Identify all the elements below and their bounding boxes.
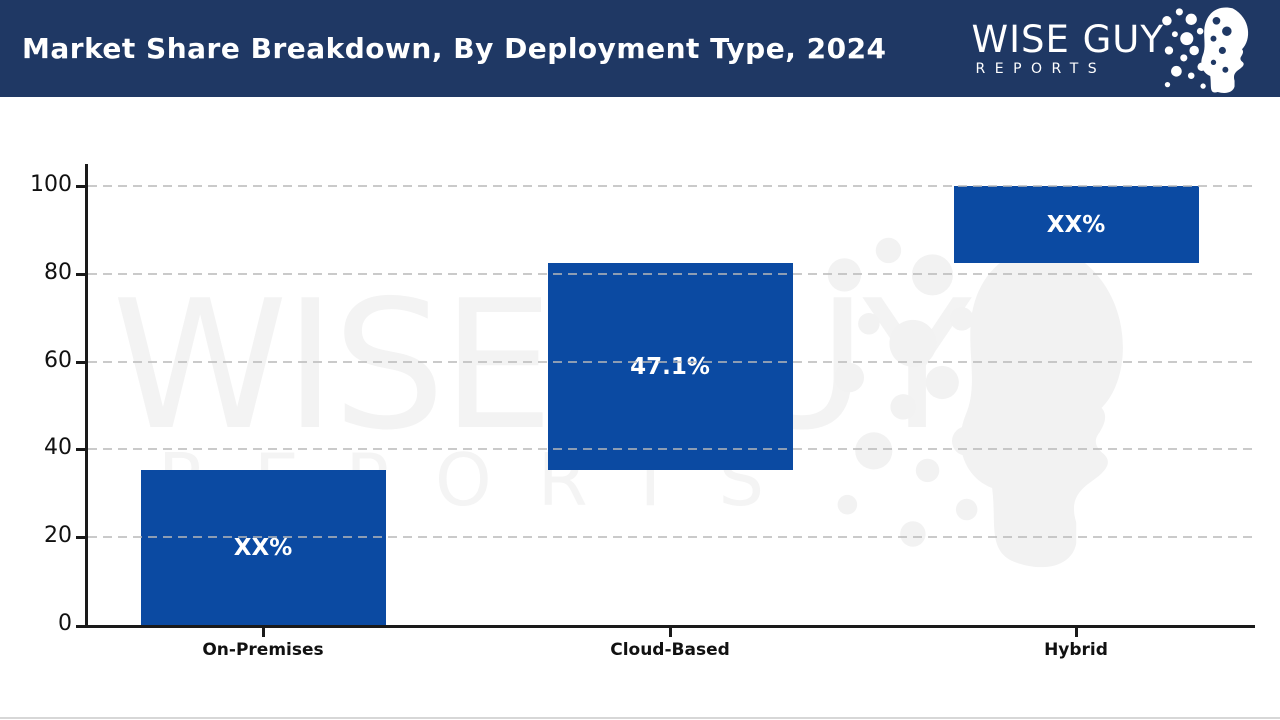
bottom-divider <box>0 717 1280 719</box>
category-label-on-premises: On-Premises <box>202 640 324 660</box>
brand-face-icon <box>1162 7 1249 93</box>
watermark-face-icon <box>827 237 1123 568</box>
gridline-80 <box>88 272 1255 275</box>
y-tick-60 <box>76 360 85 364</box>
y-tick-label-100: 100 <box>30 172 72 197</box>
y-tick-0 <box>76 625 85 628</box>
brand-logo: WISE GUY REPORTS <box>972 3 1280 95</box>
bar-value-label: XX% <box>233 534 293 561</box>
y-tick-80 <box>76 272 85 276</box>
y-tick-label-20: 20 <box>44 523 72 549</box>
brand-name: WISE GUY <box>971 18 1164 61</box>
y-axis <box>85 164 88 628</box>
y-tick-label-80: 80 <box>44 259 72 285</box>
x-tick-0 <box>262 628 265 637</box>
y-tick-label-40: 40 <box>44 435 72 461</box>
y-tick-100 <box>76 185 85 188</box>
bar-value-label: XX% <box>1046 211 1106 238</box>
bar-on-premises: XX% <box>140 470 386 625</box>
x-axis <box>85 625 1255 628</box>
category-label-hybrid: Hybrid <box>1044 640 1108 660</box>
watermark-text: WISE GUY <box>112 262 971 469</box>
gridline-100 <box>88 185 1255 187</box>
brand-logo-text: WISE GUY REPORTS <box>972 21 1164 76</box>
gridline-20 <box>88 536 1255 539</box>
gridline-40 <box>88 448 1255 451</box>
y-tick-label-60: 60 <box>44 347 72 373</box>
gridline-60 <box>88 360 1255 363</box>
bar-cloud-based: 47.1% <box>547 263 793 471</box>
category-label-cloud-based: Cloud-Based <box>610 640 730 660</box>
page-title: Market Share Breakdown, By Deployment Ty… <box>22 32 887 65</box>
y-tick-label-0: 0 <box>58 611 72 636</box>
bar-value-label: 47.1% <box>630 353 710 380</box>
x-tick-1 <box>669 628 672 637</box>
brand-subname: REPORTS <box>975 61 1107 77</box>
bar-hybrid: XX% <box>953 186 1199 264</box>
y-tick-40 <box>76 448 85 452</box>
x-tick-2 <box>1075 628 1078 637</box>
header: Market Share Breakdown, By Deployment Ty… <box>0 0 1280 97</box>
y-tick-20 <box>76 536 85 540</box>
